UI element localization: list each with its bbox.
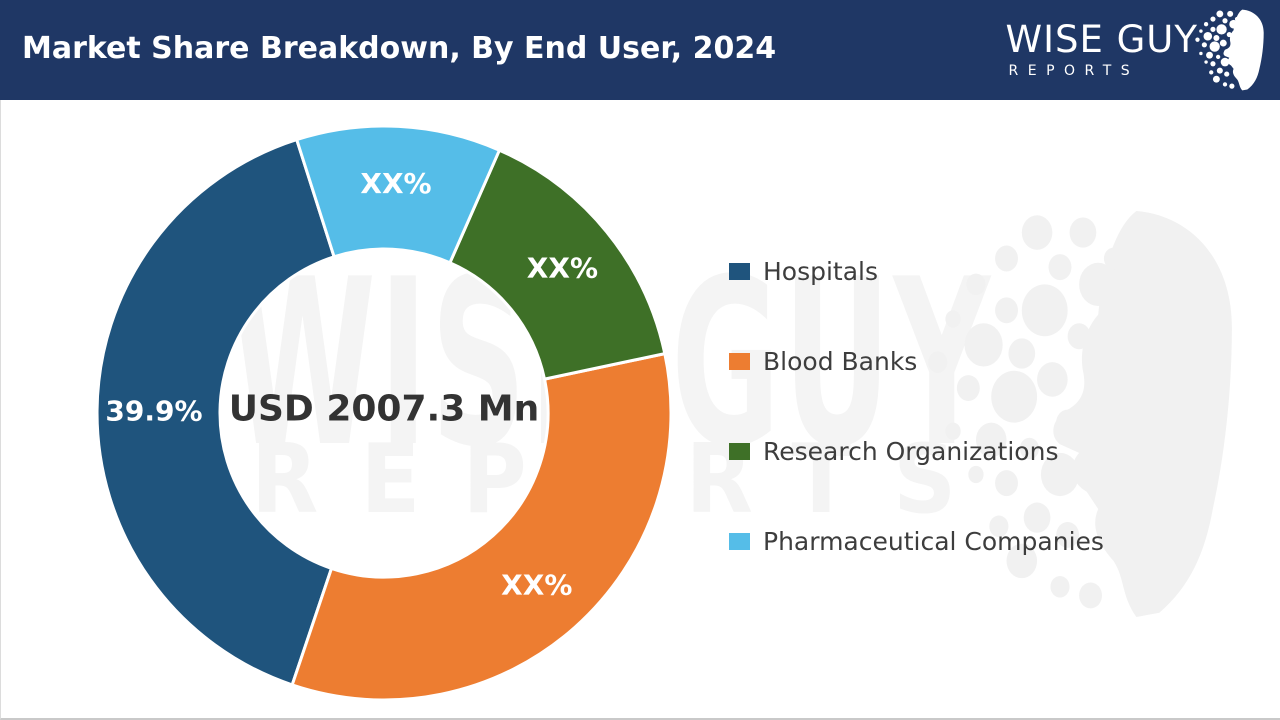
segment-value-label: XX%: [527, 251, 598, 284]
chart-area: WISE GUY REPORTS 39.9%XX%XX%XX% USD 2007…: [0, 100, 1280, 720]
legend-label: Hospitals: [763, 256, 879, 286]
segment-value-label: XX%: [360, 167, 431, 200]
donut-segment-hospitals: [95, 138, 336, 687]
page-title: Market Share Breakdown, By End User, 202…: [22, 31, 777, 67]
donut-segment-blood-banks: [290, 352, 673, 702]
donut-center-value: USD 2007.3 Mn: [228, 388, 540, 430]
legend-swatch-blood-banks: [729, 352, 750, 370]
legend-swatch-research-organizations: [729, 442, 750, 460]
wiseguy-logo-text: WISE GUY REPORTS: [1006, 21, 1198, 79]
donut-segment-pharmaceutical-companies: [295, 124, 501, 265]
donut-segment-research-organizations: [448, 148, 667, 381]
logo-subtitle: REPORTS: [1008, 63, 1140, 79]
legend-item-pharmaceutical-companies: Pharmaceutical Companies: [729, 524, 1104, 558]
legend-swatch-hospitals: [729, 262, 750, 280]
legend-label: Blood Banks: [763, 346, 918, 376]
legend-item-hospitals: Hospitals: [729, 254, 1104, 288]
legend-label: Research Organizations: [763, 436, 1059, 466]
chart-legend: Hospitals Blood Banks Research Organizat…: [729, 254, 1104, 614]
logo-wordmark: WISE GUY: [1005, 18, 1198, 61]
legend-item-blood-banks: Blood Banks: [729, 344, 1104, 378]
segment-value-label: 39.9%: [105, 395, 202, 428]
donut-chart: 39.9% XX% XX% XX%: [95, 124, 673, 702]
segment-value-label: XX%: [501, 568, 572, 601]
legend-item-research-organizations: Research Organizations: [729, 434, 1104, 468]
legend-label: Pharmaceutical Companies: [763, 526, 1104, 556]
wiseguy-logo: WISE GUY REPORTS: [1006, 5, 1268, 95]
legend-swatch-pharmaceutical-companies: [729, 532, 750, 550]
header-bar: Market Share Breakdown, By End User, 202…: [0, 0, 1280, 100]
